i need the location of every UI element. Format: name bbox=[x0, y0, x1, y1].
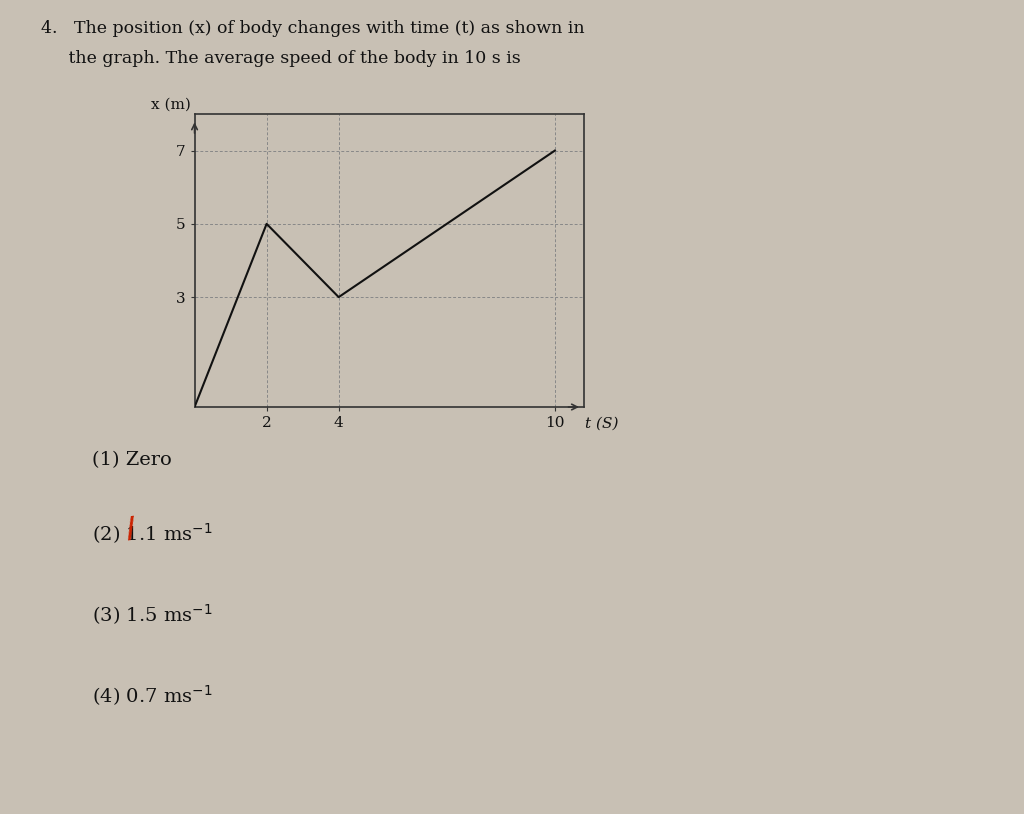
Text: (4) 0.7 ms$^{-1}$: (4) 0.7 ms$^{-1}$ bbox=[92, 684, 213, 708]
Text: (3) 1.5 ms$^{-1}$: (3) 1.5 ms$^{-1}$ bbox=[92, 602, 213, 627]
Text: (2) 1.1 ms$^{-1}$: (2) 1.1 ms$^{-1}$ bbox=[92, 521, 213, 545]
Text: x (m): x (m) bbox=[152, 98, 191, 112]
Text: t (S): t (S) bbox=[586, 416, 618, 430]
Text: 4.   The position (x) of body changes with time (t) as shown in: 4. The position (x) of body changes with… bbox=[41, 20, 585, 37]
Text: /: / bbox=[124, 514, 138, 544]
Text: (1) Zero: (1) Zero bbox=[92, 451, 172, 469]
Text: the graph. The average speed of the body in 10 s is: the graph. The average speed of the body… bbox=[41, 50, 521, 68]
